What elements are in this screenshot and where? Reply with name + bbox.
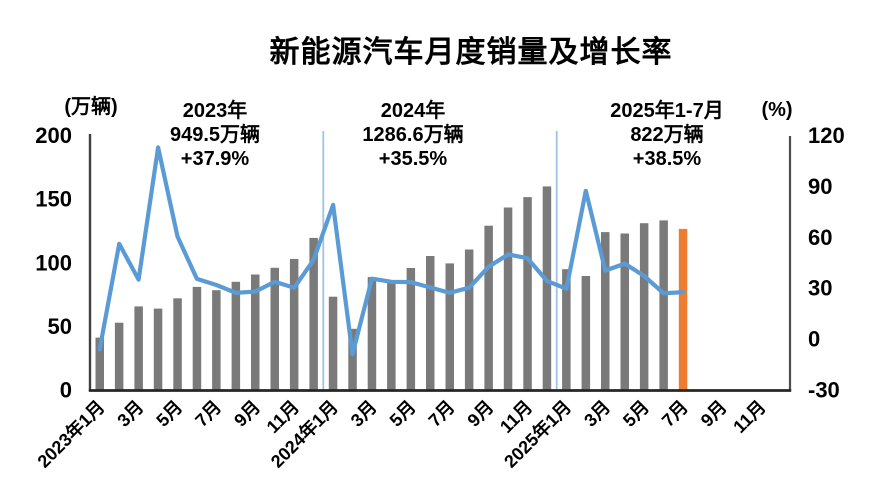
sales-bar <box>387 281 396 390</box>
sales-bar <box>406 268 416 390</box>
annotation-2023: 2023年 949.5万辆 +37.9% <box>170 99 260 171</box>
x-axis-tick-label: 7月 <box>425 397 459 431</box>
left-axis-tick-label: 200 <box>35 123 72 148</box>
x-axis-tick-label: 2023年1月 <box>33 396 109 472</box>
left-axis-tick-label: 150 <box>35 187 72 212</box>
right-axis-tick-label: 120 <box>808 123 845 148</box>
x-axis-tick-label: 9月 <box>463 397 497 431</box>
annotation-2025-total: 822万辆 <box>630 124 704 146</box>
annotation-2024-year: 2024年 <box>380 100 446 122</box>
sales-bar <box>581 276 591 390</box>
x-axis-tick-label: 11月 <box>729 397 769 437</box>
left-axis-tick-label: 0 <box>60 378 72 403</box>
right-axis-tick-label: 30 <box>808 276 832 301</box>
x-axis-tick-label: 5月 <box>619 397 653 431</box>
annotation-2024-total: 1286.6万辆 <box>362 124 464 146</box>
x-axis-tick-label: 5月 <box>152 397 186 431</box>
right-axis-tick-label: 90 <box>808 174 832 199</box>
annotation-2023-year: 2023年 <box>182 100 248 122</box>
sales-bar <box>114 322 124 390</box>
x-axis-tick-label: 5月 <box>386 397 420 431</box>
sales-bar <box>231 281 241 390</box>
sales-bar <box>367 277 377 390</box>
left-axis-tick-label: 50 <box>48 314 72 339</box>
sales-bar <box>348 328 357 390</box>
right-axis-unit-label: (%) <box>761 99 793 121</box>
right-axis-tick-label: 0 <box>808 327 820 352</box>
chart-title: 新能源汽车月度销量及增长率 <box>269 36 673 69</box>
sales-bar <box>251 274 260 390</box>
sales-bar <box>620 233 629 390</box>
sales-bar <box>95 337 104 390</box>
sales-bar <box>601 232 610 390</box>
sales-bar <box>503 207 513 390</box>
right-axis-tick-label: 60 <box>808 225 832 250</box>
x-axis-tick-label: 9月 <box>697 397 731 431</box>
sales-bar <box>153 308 163 390</box>
sales-bar <box>445 263 454 390</box>
x-axis-tick-label: 9月 <box>230 397 264 431</box>
right-axis-tick-label: -30 <box>808 378 840 403</box>
annotation-2024-growth: +35.5% <box>378 148 448 170</box>
sales-bar <box>542 186 552 390</box>
sales-bar <box>134 306 143 390</box>
annotation-2025: 2025年1-7月 822万辆 +38.5% <box>610 99 723 171</box>
sales-bar <box>192 286 202 390</box>
x-axis-tick-label: 7月 <box>658 397 692 431</box>
sales-bar <box>678 228 688 390</box>
annotation-2025-growth: +38.5% <box>632 148 702 170</box>
annotation-2023-total: 949.5万辆 <box>169 124 261 146</box>
sales-bar <box>523 197 532 390</box>
x-axis-tick-label: 7月 <box>191 397 225 431</box>
sales-bar <box>173 298 182 390</box>
x-axis-tick-label: 3月 <box>113 397 147 431</box>
annotation-2024: 2024年 1286.6万辆 +35.5% <box>362 99 463 171</box>
sales-bar <box>562 269 571 390</box>
sales-bar <box>639 223 649 390</box>
annotation-2023-growth: +37.9% <box>180 148 250 170</box>
x-axis-tick-label: 3月 <box>580 397 614 431</box>
sales-bar <box>328 296 338 390</box>
sales-bar <box>270 267 279 390</box>
sales-bar <box>464 249 474 390</box>
x-axis-tick-label: 3月 <box>347 397 381 431</box>
sales-bar <box>484 225 493 390</box>
left-axis-unit-label: (万辆) <box>64 96 118 118</box>
sales-bar <box>426 256 435 390</box>
sales-bar <box>309 237 318 390</box>
annotation-2025-year: 2025年1-7月 <box>610 100 724 122</box>
growth-rate-line <box>97 145 686 357</box>
left-axis-tick-label: 100 <box>35 250 72 275</box>
sales-bar <box>289 258 299 390</box>
sales-bar <box>212 290 221 390</box>
sales-bar <box>659 220 668 390</box>
